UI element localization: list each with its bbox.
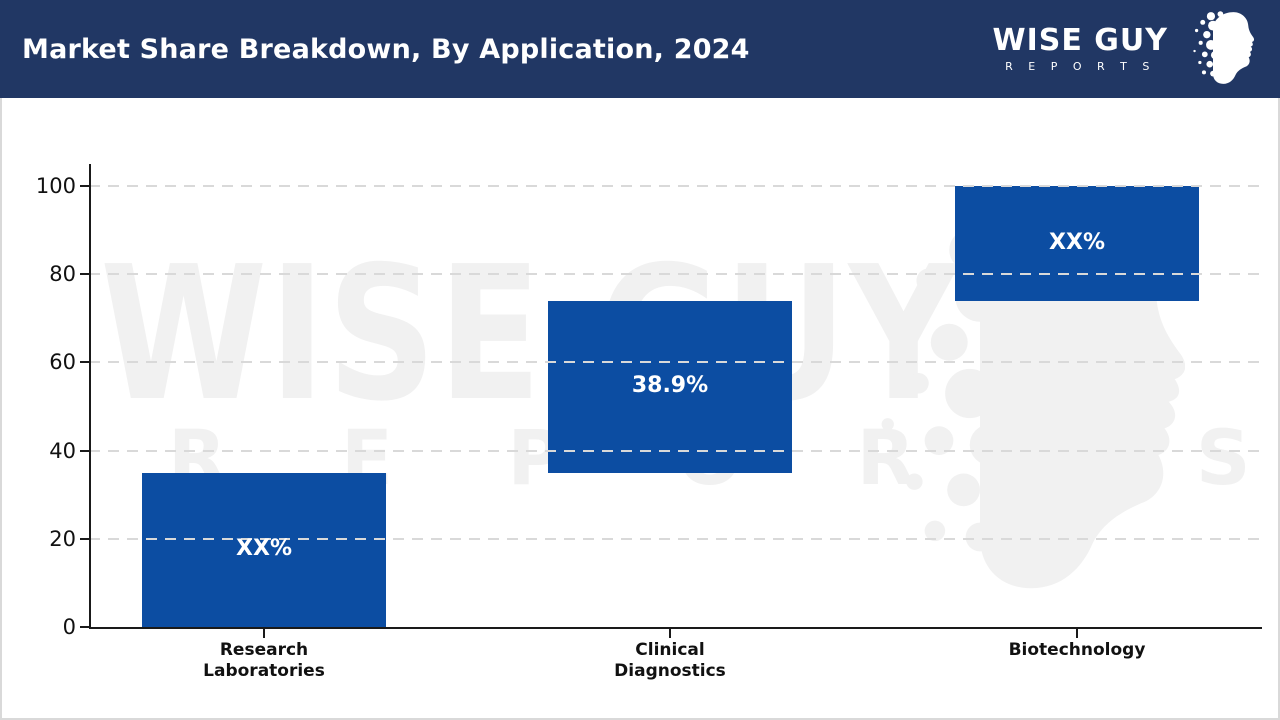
brand-face-icon [1193, 11, 1254, 84]
x-category-label-line: Laboratories [203, 661, 325, 681]
gridline-100 [89, 185, 1262, 187]
x-axis-line [89, 627, 1262, 629]
brand-logo-text: WISE GUY R E P O R T S [992, 23, 1168, 73]
y-tick-label: 0 [62, 615, 76, 639]
x-category-label: Research Laboratories [114, 640, 414, 682]
y-tick-mark [80, 537, 89, 540]
page-title: Market Share Breakdown, By Application, … [22, 33, 750, 65]
x-tick-mark [669, 629, 671, 638]
x-category-label-line: Biotechnology [1008, 640, 1146, 660]
header-bar: Market Share Breakdown, By Application, … [0, 0, 1280, 98]
y-tick-mark [80, 273, 89, 276]
y-axis-line [89, 164, 91, 629]
watermark-face-icon [881, 225, 1185, 589]
y-tick-label: 20 [49, 526, 76, 551]
x-category-label-line: Clinical [635, 640, 705, 660]
x-category-label: Biotechnology [927, 640, 1227, 661]
y-tick-mark [80, 185, 89, 187]
brand-logo: WISE GUY R E P O R T S [992, 7, 1254, 91]
y-tick-label: 60 [49, 350, 76, 375]
x-category-label: Clinical Diagnostics [520, 640, 820, 682]
y-tick-label: 40 [49, 438, 76, 463]
brand-name: WISE GUY [992, 23, 1168, 58]
y-tick-mark [80, 626, 89, 628]
y-tick-mark [80, 361, 89, 364]
x-tick-mark [263, 629, 265, 638]
x-category-label-line: Research [219, 640, 309, 660]
brand-subname: R E P O R T S [1005, 60, 1156, 73]
x-category-label-line: Diagnostics [614, 661, 726, 681]
y-tick-label: 80 [49, 262, 76, 287]
x-tick-mark [1076, 629, 1078, 638]
watermark-brand-text: WISE GUY [100, 226, 961, 442]
y-tick-label: 100 [35, 174, 76, 198]
bar-value-label: XX% [236, 535, 292, 561]
y-tick-mark [80, 449, 89, 452]
